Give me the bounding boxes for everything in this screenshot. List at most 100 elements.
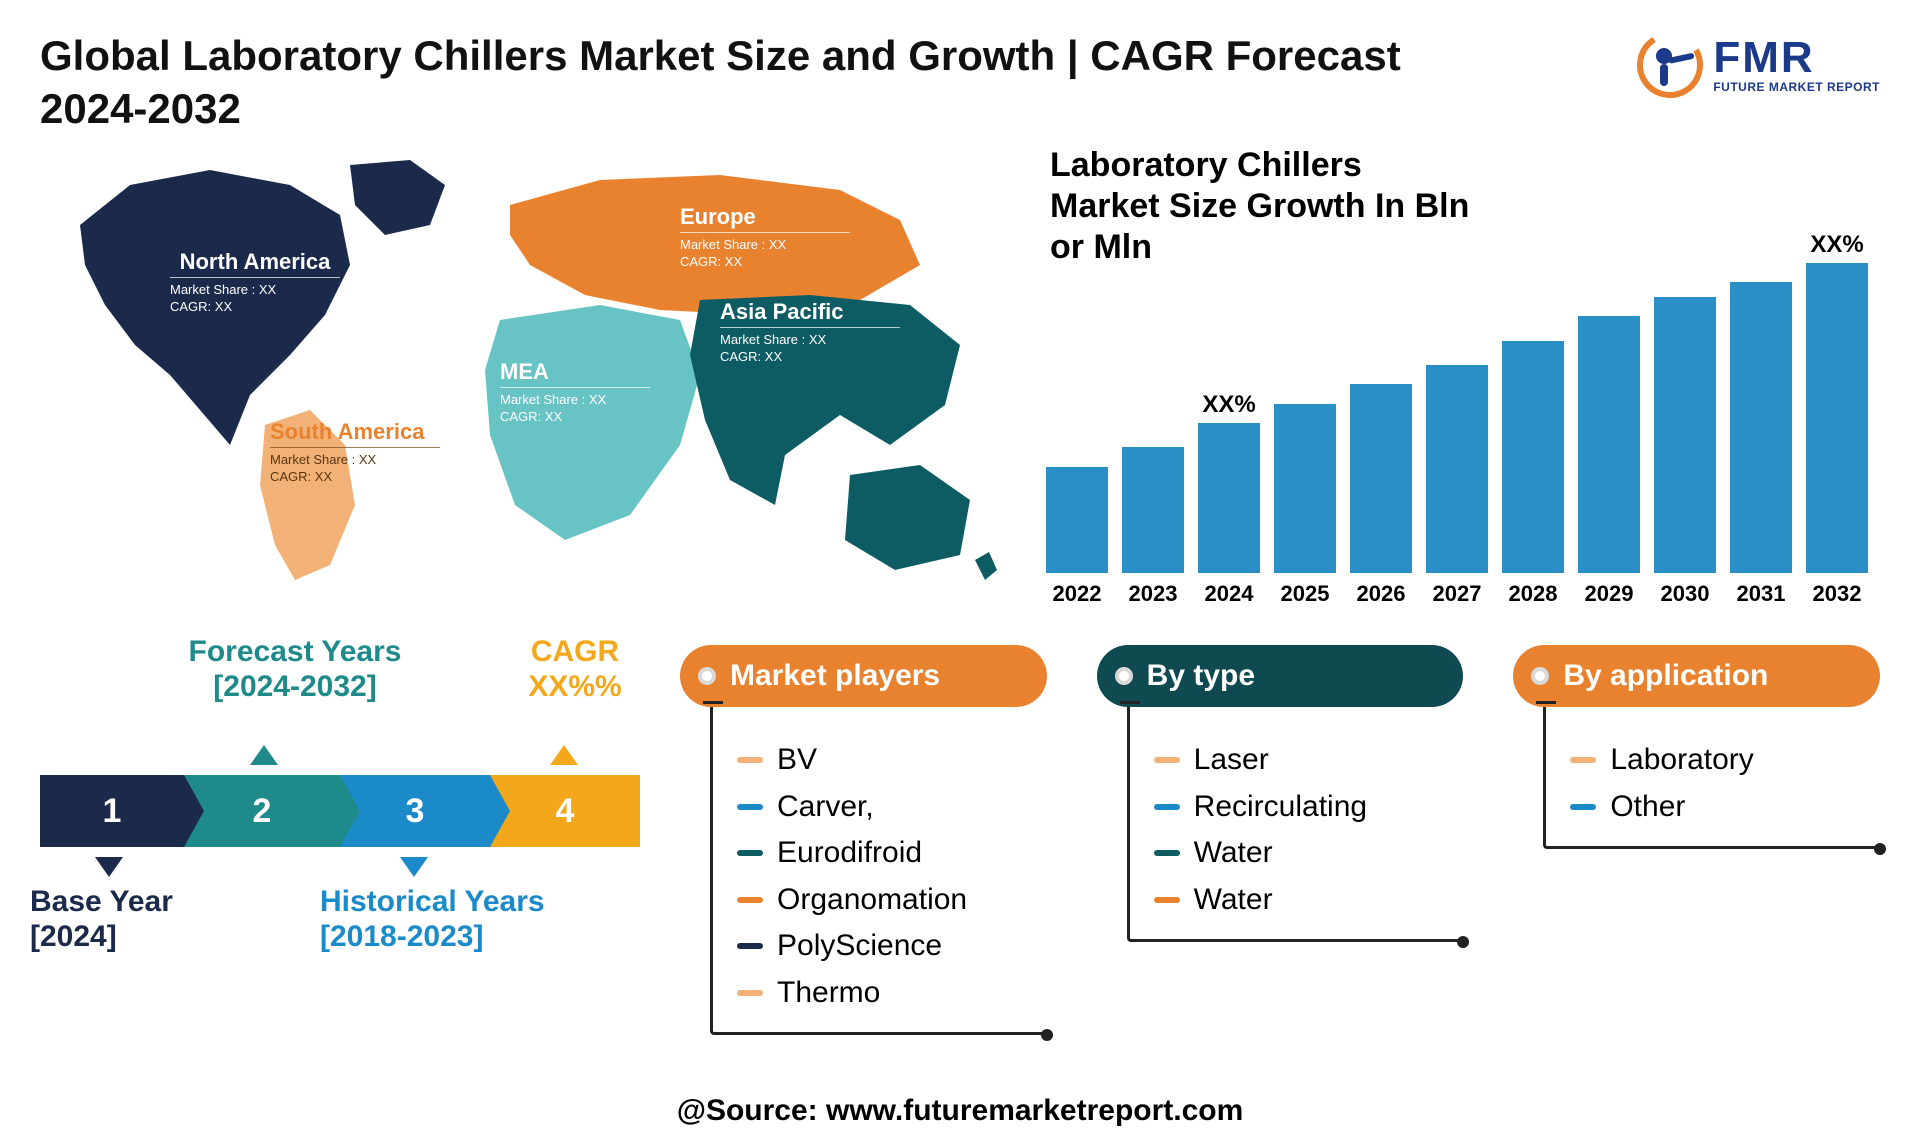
bullet-icon: [1154, 757, 1180, 763]
bar: [1578, 316, 1640, 573]
timeline-bar: 1234: [40, 775, 640, 847]
source-line: @Source: www.futuremarketreport.com: [0, 1094, 1920, 1128]
label-eu: Europe Market Share : XX CAGR: XX: [680, 205, 850, 271]
category-item: Recirculating: [1154, 784, 1444, 831]
bar-year-label: 2026: [1357, 581, 1406, 607]
label-na: North America Market Share : XX CAGR: XX: [170, 250, 340, 316]
arrow-down-hist: [400, 857, 428, 877]
bullet-icon: [1154, 804, 1180, 810]
category-body: LaserRecirculatingWaterWater: [1127, 721, 1464, 942]
category-item-label: Thermo: [777, 970, 880, 1017]
timeline-segment: 2: [184, 775, 340, 847]
bar-year-label: 2032: [1813, 581, 1862, 607]
bar: [1730, 282, 1792, 573]
tl-label-base: Base Year [2024]: [30, 885, 230, 954]
bar: [1274, 404, 1336, 574]
category-item-label: Recirculating: [1194, 784, 1367, 831]
category-header: By application: [1513, 645, 1880, 707]
bar: [1502, 341, 1564, 574]
category-title: Market players: [730, 659, 940, 693]
bar-year-label: 2023: [1129, 581, 1178, 607]
page-title: Global Laboratory Chillers Market Size a…: [40, 30, 1440, 135]
category-item: Thermo: [737, 970, 1027, 1017]
bullet-icon: [737, 804, 763, 810]
category-item-label: Laboratory: [1610, 737, 1753, 784]
map-greenland: [350, 160, 445, 235]
timeline: Forecast Years [2024-2032] CAGR XX%% 123…: [40, 645, 640, 975]
bar-annotation: XX%: [1202, 391, 1255, 419]
bullet-icon: [737, 897, 763, 903]
categories: Market players BVCarver,EurodifroidOrgano…: [680, 645, 1880, 1035]
bar-year-label: 2030: [1661, 581, 1710, 607]
header: Global Laboratory Chillers Market Size a…: [40, 30, 1880, 135]
bar-col: 2028: [1502, 341, 1564, 608]
arrow-down-base: [95, 857, 123, 877]
bullet-icon: [737, 757, 763, 763]
bullet-icon: [737, 943, 763, 949]
arrow-up-forecast: [250, 745, 278, 765]
dot-icon: [1115, 667, 1133, 685]
bar: [1654, 297, 1716, 573]
category-item-label: Organomation: [777, 877, 967, 924]
category-title: By type: [1147, 659, 1255, 693]
category-item-label: PolyScience: [777, 923, 942, 970]
category-item-label: Eurodifroid: [777, 830, 922, 877]
bar-col: 2025: [1274, 404, 1336, 608]
dot-icon: [698, 667, 716, 685]
bar-year-label: 2031: [1737, 581, 1786, 607]
bar-chart: Laboratory Chillers Market Size Growth I…: [1020, 145, 1880, 585]
tl-label-cagr: CAGR XX%%: [510, 635, 640, 704]
bar: [1198, 423, 1260, 573]
bar-col: 2023: [1122, 447, 1184, 607]
bar: [1046, 467, 1108, 574]
bullet-icon: [1154, 897, 1180, 903]
bar-col: XX%2032: [1806, 263, 1868, 607]
category-column: By application LaboratoryOther: [1513, 645, 1880, 1035]
top-row: North America Market Share : XX CAGR: XX…: [40, 145, 1880, 585]
bar-year-label: 2029: [1585, 581, 1634, 607]
bar-col: 2026: [1350, 384, 1412, 607]
bullet-icon: [1570, 757, 1596, 763]
bar-year-label: 2024: [1205, 581, 1254, 607]
category-item: Water: [1154, 877, 1444, 924]
category-column: By typeLaserRecirculatingWaterWater: [1097, 645, 1464, 1035]
bar-col: 2030: [1654, 297, 1716, 607]
timeline-segment: 4: [490, 775, 640, 847]
category-header: Market players: [680, 645, 1047, 707]
bar-year-label: 2027: [1433, 581, 1482, 607]
bar-col: 2027: [1426, 365, 1488, 607]
category-item: Eurodifroid: [737, 830, 1027, 877]
bullet-icon: [1154, 850, 1180, 856]
tl-label-forecast: Forecast Years [2024-2032]: [170, 635, 420, 704]
category-item-label: BV: [777, 737, 817, 784]
category-item: Laser: [1154, 737, 1444, 784]
bar: [1350, 384, 1412, 573]
bar: [1806, 263, 1868, 573]
category-item-label: Other: [1610, 784, 1685, 831]
bars-container: 20222023XX%20242025202620272028202920302…: [1040, 277, 1880, 607]
category-body: LaboratoryOther: [1543, 721, 1880, 849]
dot-icon: [1531, 667, 1549, 685]
bar: [1426, 365, 1488, 573]
category-header: By type: [1097, 645, 1464, 707]
fmr-logo-icon: [1635, 30, 1705, 100]
bar-annotation: XX%: [1810, 231, 1863, 259]
label-sa: South America Market Share : XX CAGR: XX: [270, 420, 440, 486]
category-item: PolyScience: [737, 923, 1027, 970]
timeline-segment: 1: [40, 775, 184, 847]
map-nz: [975, 552, 997, 580]
category-item: Carver,: [737, 784, 1027, 831]
tl-label-hist: Historical Years [2018-2023]: [320, 885, 580, 954]
map-australia: [845, 465, 970, 570]
bar-year-label: 2025: [1281, 581, 1330, 607]
bar: [1122, 447, 1184, 573]
timeline-segment: 3: [340, 775, 490, 847]
category-item: Organomation: [737, 877, 1027, 924]
category-column: Market players BVCarver,EurodifroidOrgano…: [680, 645, 1047, 1035]
category-item: Laboratory: [1570, 737, 1860, 784]
logo: FMR FUTURE MARKET REPORT: [1635, 30, 1880, 100]
arrow-up-cagr: [550, 745, 578, 765]
world-map: North America Market Share : XX CAGR: XX…: [40, 145, 1000, 585]
bullet-icon: [737, 850, 763, 856]
bullet-icon: [737, 990, 763, 996]
